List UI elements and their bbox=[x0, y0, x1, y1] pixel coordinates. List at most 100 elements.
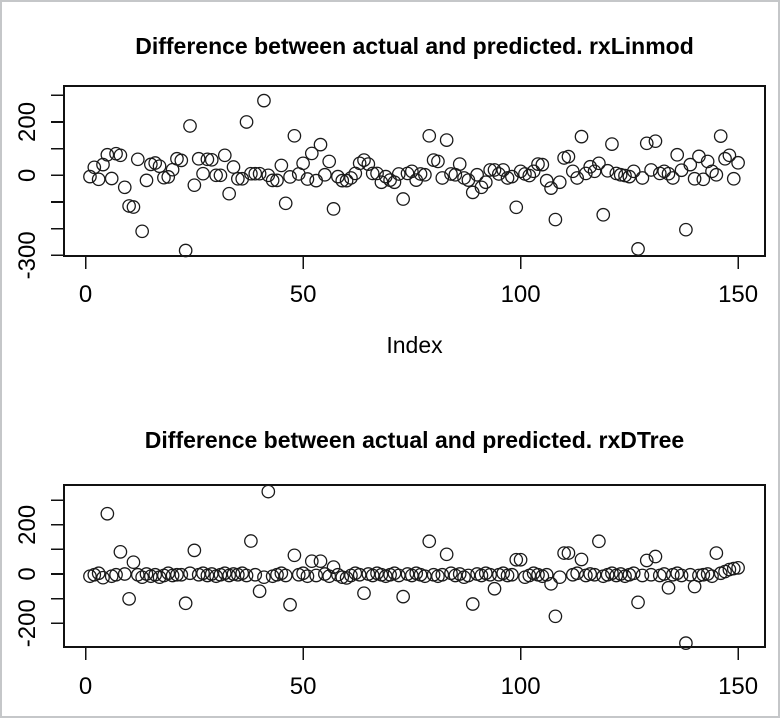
plot1-ytick-label: -300 bbox=[14, 231, 41, 279]
plot2-point bbox=[487, 581, 502, 596]
plot2-point bbox=[422, 534, 437, 549]
plot1-point bbox=[626, 164, 641, 179]
plot1-point bbox=[696, 172, 711, 187]
plot1-point bbox=[605, 137, 619, 151]
plot1-point bbox=[452, 157, 467, 171]
plot2-point bbox=[674, 568, 689, 583]
plot2-point bbox=[122, 591, 136, 606]
plot2-point bbox=[283, 597, 297, 612]
plot1-point bbox=[505, 169, 519, 184]
plot1-point bbox=[117, 180, 132, 195]
plot1-point bbox=[439, 133, 454, 147]
plot2-point bbox=[696, 567, 711, 582]
plot1-point bbox=[539, 173, 554, 188]
plot1-xtick-label: 0 bbox=[79, 281, 92, 308]
plot2-point bbox=[705, 569, 719, 584]
plot1-point bbox=[204, 152, 219, 167]
plot2-point bbox=[187, 543, 202, 558]
plot2-point bbox=[261, 484, 276, 499]
plot1-point bbox=[126, 200, 141, 214]
plot2-xtick-label: 0 bbox=[79, 673, 92, 700]
plot1-point bbox=[644, 163, 658, 177]
plot1-point bbox=[209, 168, 223, 183]
plot1-point bbox=[331, 169, 345, 184]
plot1-point bbox=[478, 175, 493, 190]
plot1-point bbox=[161, 170, 176, 184]
plot1-point bbox=[304, 146, 319, 161]
plot1-point bbox=[683, 157, 698, 172]
plot2-point bbox=[239, 568, 254, 583]
plot1-point bbox=[396, 192, 410, 206]
plot2-point bbox=[287, 548, 302, 563]
plot1-point bbox=[509, 200, 524, 215]
plot1-ytick-label: 200 bbox=[14, 102, 41, 142]
plot2-title: Difference between actual and predicted.… bbox=[144, 427, 685, 453]
plot1-point bbox=[718, 151, 732, 166]
plot2-point bbox=[135, 570, 149, 585]
plot1-point bbox=[187, 178, 202, 193]
plot2-point bbox=[226, 567, 241, 581]
plot2-point bbox=[461, 568, 476, 583]
plot1-point bbox=[300, 172, 315, 186]
plot1-point bbox=[687, 171, 702, 186]
plot1-point bbox=[713, 129, 728, 143]
plot1-point bbox=[622, 169, 637, 184]
plot2-point bbox=[465, 597, 480, 611]
plot1-point bbox=[665, 171, 680, 185]
plot1-point bbox=[661, 166, 676, 181]
plot1-point bbox=[679, 222, 693, 237]
plot1-point bbox=[487, 163, 502, 177]
plot1-title: Difference between actual and predicted.… bbox=[135, 33, 694, 59]
plot2-xtick-label: 150 bbox=[718, 673, 758, 700]
plot2-point bbox=[304, 554, 319, 569]
plot1-point bbox=[174, 153, 189, 168]
plot1-point bbox=[709, 167, 724, 182]
plot1-point bbox=[322, 154, 337, 169]
plot1-point bbox=[596, 207, 611, 222]
plot1-point bbox=[104, 171, 119, 186]
plot2-point bbox=[244, 534, 258, 548]
plot2-point bbox=[248, 567, 263, 582]
plot1-point bbox=[413, 167, 428, 181]
plot1-point bbox=[639, 136, 654, 151]
plot2-ytick-label: -200 bbox=[14, 599, 41, 647]
plot1-point bbox=[244, 166, 258, 181]
plot1-point bbox=[561, 149, 576, 164]
plot1-point bbox=[283, 170, 297, 184]
plot1-point bbox=[148, 156, 163, 170]
plot1-point bbox=[226, 160, 241, 174]
plot1-point bbox=[531, 157, 545, 171]
plot1-point bbox=[91, 172, 106, 187]
plot1-point bbox=[431, 154, 445, 169]
plot2-point bbox=[296, 566, 310, 581]
plot2-point bbox=[570, 566, 585, 581]
plot1-point bbox=[222, 186, 236, 201]
plot1-point bbox=[526, 164, 541, 179]
plot2-point bbox=[96, 570, 110, 585]
plot2-point bbox=[170, 567, 184, 582]
plot1-point bbox=[100, 147, 115, 162]
plot1-point bbox=[600, 163, 615, 178]
plot1-point bbox=[257, 93, 271, 108]
plot1-point bbox=[183, 119, 197, 133]
plot1-point bbox=[648, 134, 663, 149]
plot1-point bbox=[248, 166, 263, 181]
plot1-point bbox=[344, 171, 358, 185]
plot1-point bbox=[578, 166, 593, 181]
plot2-point bbox=[109, 567, 123, 582]
plot1-box bbox=[63, 85, 766, 257]
plot2-point bbox=[257, 570, 271, 585]
plot2-point bbox=[709, 546, 724, 560]
plot2-point bbox=[505, 567, 519, 582]
plot1-point bbox=[522, 168, 537, 183]
plot2-point bbox=[439, 547, 454, 562]
plot1-point bbox=[191, 151, 206, 166]
plot1-point bbox=[461, 173, 476, 187]
plot1-point bbox=[370, 166, 384, 181]
plot1-point bbox=[635, 171, 650, 185]
plot2-point bbox=[174, 567, 189, 582]
plot2-point bbox=[592, 534, 606, 549]
plot2-point bbox=[396, 589, 410, 604]
plot2-point bbox=[117, 567, 132, 581]
